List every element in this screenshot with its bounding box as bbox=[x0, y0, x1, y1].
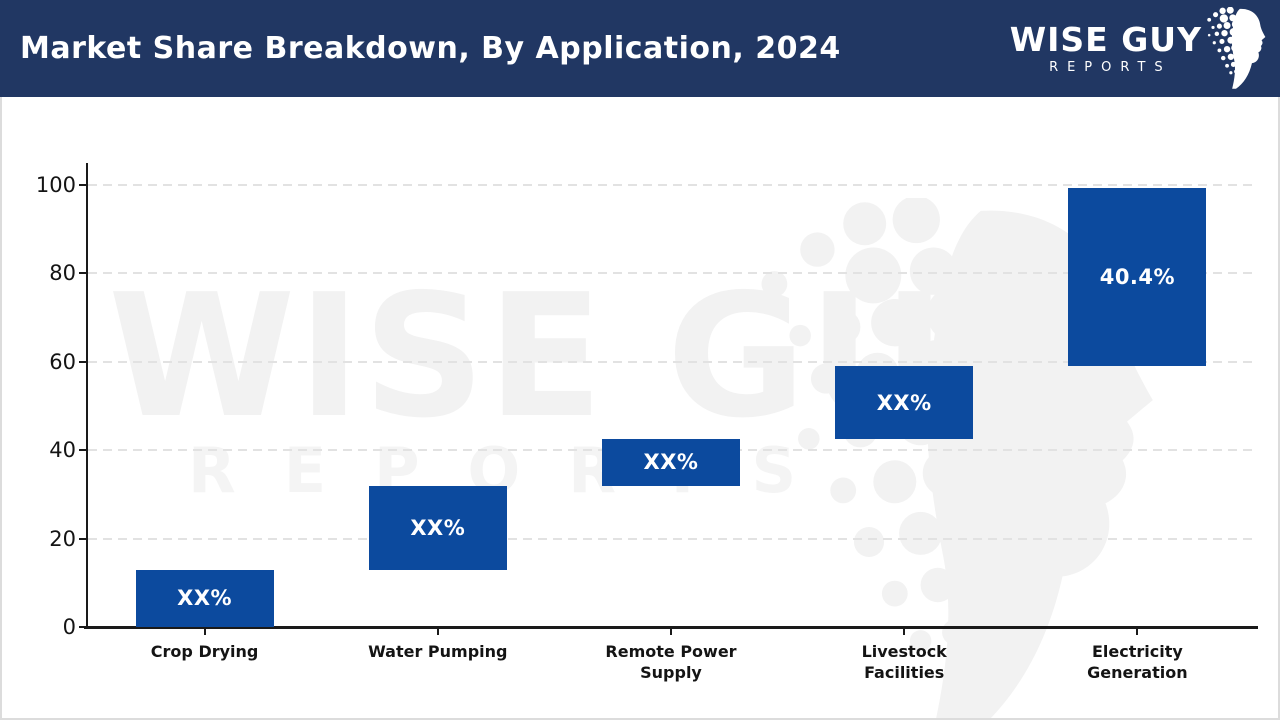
x-category-label: Livestock Facilities bbox=[794, 641, 1014, 683]
x-category-label-line: Supply bbox=[640, 663, 702, 682]
x-category-label-line: Crop Drying bbox=[150, 642, 259, 661]
x-axis-line bbox=[84, 626, 1258, 629]
bar-value-label: XX% bbox=[643, 450, 699, 475]
gridline bbox=[88, 272, 1254, 275]
y-tick-label: 80 bbox=[49, 261, 76, 286]
header: Market Share Breakdown, By Application, … bbox=[0, 0, 1280, 97]
x-category-label-line: Remote Power bbox=[605, 642, 737, 661]
y-tickmark bbox=[79, 537, 88, 540]
y-tickmark bbox=[79, 449, 88, 452]
bar-value-label: 40.4% bbox=[1099, 264, 1176, 289]
x-category-label-line: Water Pumping bbox=[368, 642, 508, 661]
x-category-label-line: Facilities bbox=[864, 663, 945, 682]
bar: XX% bbox=[368, 485, 507, 570]
wiseguy-head-icon bbox=[1207, 7, 1266, 89]
x-category-label: Remote Power Supply bbox=[561, 641, 781, 683]
x-tickmark bbox=[670, 629, 672, 635]
y-tick-label: 20 bbox=[49, 526, 76, 551]
y-tick-label: 40 bbox=[49, 438, 76, 463]
y-tickmark bbox=[79, 360, 88, 363]
bar: XX% bbox=[135, 569, 274, 627]
y-tick-label: 100 bbox=[35, 173, 76, 197]
logo-brand-line1: WISE GUY bbox=[1009, 19, 1202, 59]
x-category-label: Crop Drying bbox=[95, 641, 315, 662]
bar-value-label: XX% bbox=[177, 586, 233, 611]
y-tickmark bbox=[79, 626, 88, 628]
x-category-label-line: Generation bbox=[1087, 663, 1188, 682]
x-tickmark bbox=[903, 629, 906, 635]
y-tickmark bbox=[79, 272, 88, 275]
x-tickmark bbox=[1136, 629, 1139, 635]
gridline bbox=[88, 184, 1254, 186]
wiseguy-logo: WISE GUY REPORTS bbox=[1010, 7, 1268, 90]
x-category-label-line: Electricity bbox=[1091, 642, 1183, 661]
y-tick-label: 60 bbox=[49, 349, 76, 374]
y-tick-label: 0 bbox=[62, 615, 76, 639]
bar: 40.4% bbox=[1068, 187, 1207, 367]
y-axis-line bbox=[86, 162, 88, 629]
x-category-label: Electricity Generation bbox=[1027, 641, 1247, 683]
bar-value-label: XX% bbox=[410, 515, 466, 540]
chart-title: Market Share Breakdown, By Application, … bbox=[20, 31, 841, 66]
x-tickmark bbox=[436, 629, 439, 635]
logo-brand-line2: REPORTS bbox=[1049, 59, 1172, 75]
y-tickmark bbox=[79, 184, 88, 186]
bar-value-label: XX% bbox=[876, 390, 932, 415]
bar: XX% bbox=[602, 439, 740, 486]
gridline bbox=[88, 360, 1254, 363]
gridline bbox=[88, 537, 1254, 540]
x-category-label: Water Pumping bbox=[328, 641, 548, 662]
wiseguy-logo-text: WISE GUY REPORTS bbox=[1010, 23, 1202, 75]
bar: XX% bbox=[835, 366, 974, 440]
x-category-label-line: Livestock bbox=[861, 642, 947, 661]
x-tickmark bbox=[203, 629, 206, 635]
